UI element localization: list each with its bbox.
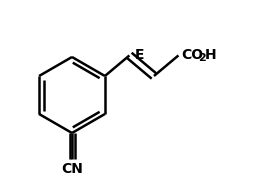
Text: 2: 2 — [198, 53, 206, 64]
Text: E: E — [135, 48, 144, 62]
Text: H: H — [204, 48, 216, 62]
Text: CO: CO — [181, 48, 204, 62]
Text: CN: CN — [61, 162, 83, 176]
